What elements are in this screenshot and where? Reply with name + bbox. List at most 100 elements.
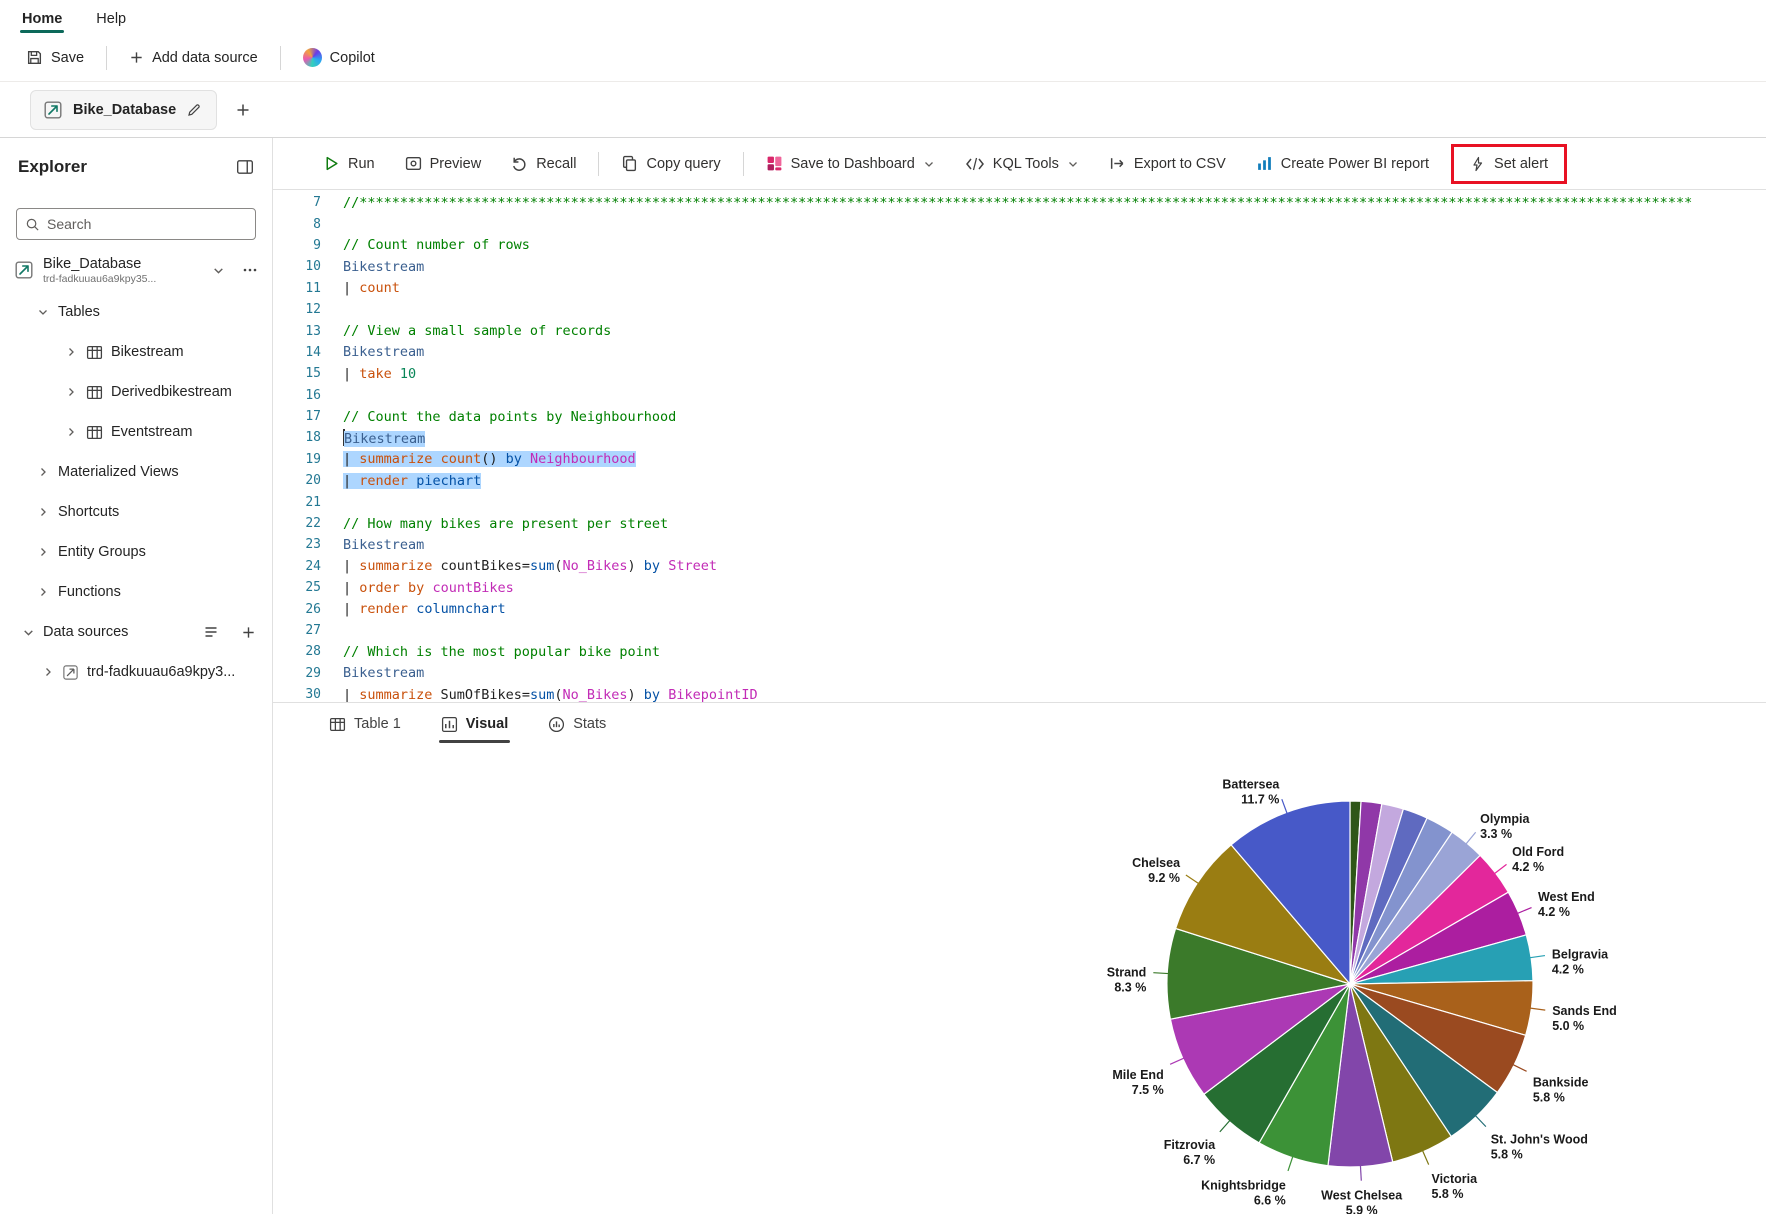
query-workspace: Run Preview Recall Copy query Save to Dashbo… [273, 138, 1766, 1214]
powerbi-icon [1256, 155, 1273, 172]
pie-label-value: 4.2 % [1512, 860, 1544, 874]
pie-leader-line [1517, 906, 1532, 914]
database-tab[interactable]: Bike_Database [30, 89, 218, 130]
pie-leader-line [1494, 863, 1507, 874]
tree-item-label: Materialized Views [58, 464, 179, 480]
editor-line-content[interactable]: // View a small sample of records [321, 323, 611, 339]
chevron-down-icon[interactable] [212, 264, 225, 277]
code-token: order by [359, 579, 425, 596]
editor-line-content[interactable]: | take 10 [321, 366, 416, 382]
save-button[interactable]: Save [16, 42, 94, 73]
pie-label-name: Knightsbridge [1201, 1179, 1286, 1193]
menu-tab-help[interactable]: Help [96, 11, 127, 27]
editor-line-content[interactable]: | summarize countBikes=sum(No_Bikes) by … [321, 558, 717, 574]
editor-line-number: 13 [305, 323, 321, 339]
chevron-right-icon [36, 546, 50, 558]
data-source-label: trd-fadkuuau6a9kpy3... [87, 664, 236, 680]
editor-line-content[interactable]: | summarize count() by Neighbourhood [321, 451, 636, 468]
menu-tab-home[interactable]: Home [20, 4, 65, 34]
tree-item-eventstream[interactable]: Eventstream [0, 412, 272, 452]
kql-tools-button[interactable]: KQL Tools [957, 149, 1087, 179]
editor-line-content[interactable]: Bikestream [321, 537, 424, 553]
search-input[interactable] [47, 216, 247, 232]
explorer-tree: Tables Bikestream Derivedbikestream Eventst… [0, 292, 272, 612]
editor-line-number: 7 [313, 195, 321, 211]
pie-leader-line [1169, 1057, 1185, 1065]
editor-line-content[interactable]: | summarize SumOfBikes=sum(No_Bikes) by … [321, 687, 758, 702]
editor-line-content[interactable]: //**************************************… [321, 195, 1692, 211]
play-icon [323, 155, 340, 172]
editor-line: 30 | summarize SumOfBikes=sum(No_Bikes) b… [273, 684, 1766, 702]
copilot-button[interactable]: Copilot [293, 41, 385, 74]
export-to-csv-button[interactable]: Export to CSV [1101, 148, 1234, 179]
code-token: Street [668, 558, 717, 575]
editor-line-number: 25 [305, 580, 321, 596]
tree-item-label: Shortcuts [58, 504, 120, 520]
editor-line-content[interactable]: // How many bikes are present per street [321, 516, 668, 532]
pie-label-name: Belgravia [1552, 948, 1609, 962]
code-token: | [343, 579, 360, 596]
button-label: Export to CSV [1133, 155, 1226, 172]
selection-highlight: Bikestream [344, 430, 426, 447]
code-token: | [343, 686, 360, 702]
copy-query-button[interactable]: Copy query [613, 148, 728, 179]
editor-line: 11 | count [273, 278, 1766, 299]
collapse-pane-icon[interactable] [236, 158, 254, 176]
editor-line-content[interactable]: Bikestream [321, 344, 424, 360]
tree-item-entity-groups[interactable]: Entity Groups [0, 532, 272, 572]
pie-leader-line [1465, 831, 1477, 845]
results-tab-table-1[interactable]: Table 1 [327, 706, 403, 743]
tree-item-tables[interactable]: Tables [0, 292, 272, 332]
editor-line-content[interactable]: | render columnchart [321, 601, 506, 617]
add-data-source-plus-icon[interactable] [241, 625, 256, 640]
code-token: summarize [359, 451, 433, 468]
editor-line-content[interactable]: Bikestream [321, 259, 424, 275]
recall-button[interactable]: Recall [503, 148, 584, 179]
search-box[interactable] [16, 208, 256, 240]
tree-item-database-root[interactable]: Bike_Database trd-fadkuuau6a9kpy35... [0, 248, 272, 292]
editor-line-number: 20 [305, 473, 321, 489]
pie-leader-line [1475, 1115, 1487, 1128]
editor-line-content[interactable]: Bikestream [321, 665, 424, 681]
run-button[interactable]: Run [315, 148, 383, 179]
list-icon[interactable] [203, 624, 219, 640]
editor-line-content[interactable]: | render piechart [321, 472, 482, 489]
tree-item-materialized-views[interactable]: Materialized Views [0, 452, 272, 492]
editor-line-content[interactable]: // Count the data points by Neighbourhoo… [321, 409, 676, 425]
editor-line-content[interactable]: // Count number of rows [321, 237, 530, 253]
save-label: Save [51, 49, 85, 66]
data-source-item[interactable]: trd-fadkuuau6a9kpy3... [0, 652, 272, 692]
code-token: Bikestream [343, 665, 425, 682]
code-token: // Which is the most popular bike point [343, 643, 660, 660]
editor-line-content[interactable]: Bikestream [321, 428, 426, 447]
code-token: countBikes [432, 579, 514, 596]
editor-line-number: 17 [305, 409, 321, 425]
editor-line-content[interactable]: | order by countBikes [321, 580, 514, 596]
rename-pencil-icon[interactable] [186, 102, 202, 118]
tree-item-shortcuts[interactable]: Shortcuts [0, 492, 272, 532]
data-sources-header[interactable]: Data sources [0, 612, 272, 652]
add-data-source-button[interactable]: Add data source [119, 43, 268, 73]
tree-item-bikestream[interactable]: Bikestream [0, 332, 272, 372]
data-sources-label: Data sources [43, 624, 129, 640]
more-options-icon[interactable] [242, 262, 258, 278]
code-token: ( [554, 558, 563, 575]
preview-button[interactable]: Preview [397, 148, 490, 179]
code-token: SumOfBikes= [432, 686, 530, 702]
editor-line-number: 19 [305, 451, 321, 467]
save-to-dashboard-button[interactable]: Save to Dashboard [758, 148, 943, 179]
tree-item-derivedbikestream[interactable]: Derivedbikestream [0, 372, 272, 412]
kql-editor[interactable]: 7 //*************************************… [273, 190, 1766, 702]
tree-item-functions[interactable]: Functions [0, 572, 272, 612]
set-alert-button[interactable]: Set alert [1462, 149, 1556, 179]
add-tab-button[interactable] [235, 102, 251, 118]
toolbar-divider [598, 151, 600, 176]
editor-line-content[interactable]: | count [321, 280, 400, 296]
code-token: | [343, 280, 360, 297]
code-token [660, 687, 668, 702]
results-tab-visual[interactable]: Visual [438, 706, 511, 743]
code-token: Neighbourhood [530, 451, 636, 468]
results-tab-stats[interactable]: Stats [546, 706, 608, 743]
editor-line-content[interactable]: // Which is the most popular bike point [321, 644, 660, 660]
create-power-bi-report-button[interactable]: Create Power BI report [1248, 148, 1437, 179]
